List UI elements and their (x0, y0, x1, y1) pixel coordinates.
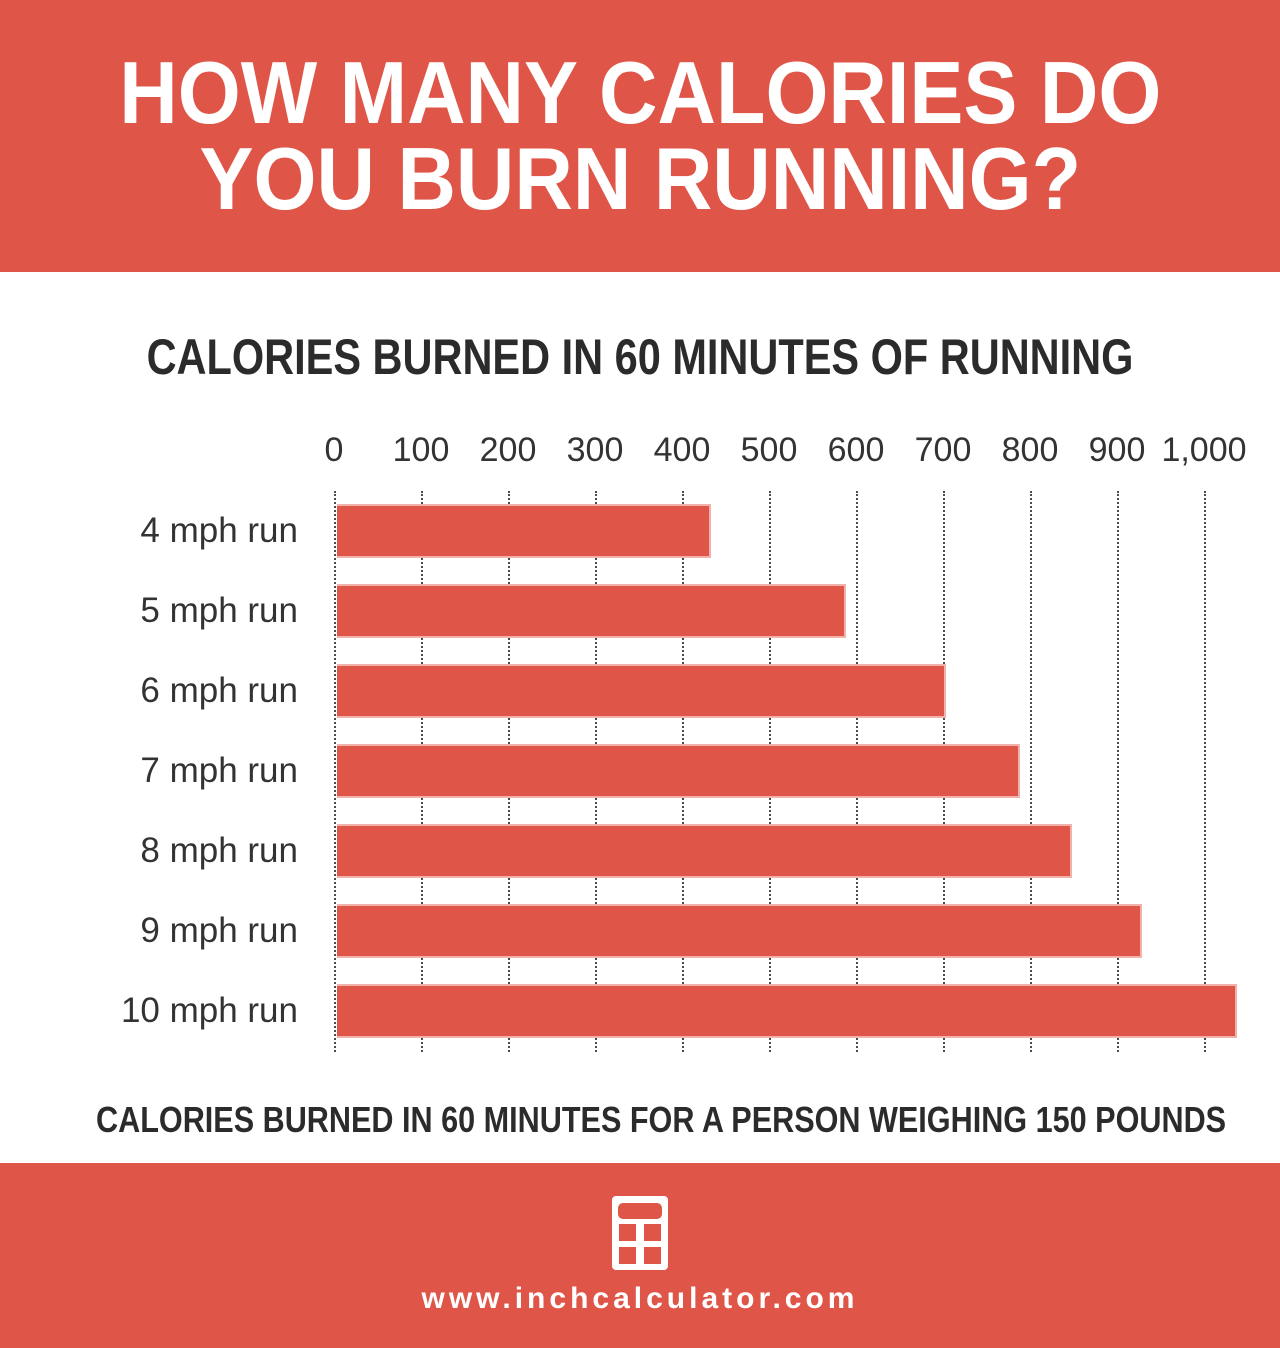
axis-tick-label: 400 (653, 431, 711, 469)
plot-area (334, 491, 1242, 1052)
axis-tick-label: 0 (324, 431, 344, 469)
bar-rows (334, 491, 1242, 1052)
axis-tick-label: 800 (1001, 431, 1059, 469)
gridline (334, 491, 336, 1052)
bar (337, 904, 1142, 958)
header-banner: HOW MANY CALORIES DO YOU BURN RUNNING? (0, 0, 1280, 272)
axis-tick-label: 500 (740, 431, 798, 469)
bar (337, 824, 1073, 878)
bar (337, 984, 1238, 1038)
bar (337, 504, 712, 558)
axis-tick-label: 600 (827, 431, 885, 469)
bar-row (334, 811, 1242, 891)
category-labels-column: 4 mph run 5 mph run 6 mph run 7 mph run 8 mp… (0, 491, 334, 1052)
axis-tick-label: 300 (566, 431, 624, 469)
bar (337, 584, 846, 638)
x-axis-tick-labels: 0 100 200 300 400 500 600 700 800 900 1,000 (325, 426, 1280, 470)
axis-tick-label: 700 (914, 431, 972, 469)
calculator-icon (612, 1196, 668, 1270)
category-label: 4 mph run (140, 511, 298, 550)
category-label: 5 mph run (140, 591, 298, 630)
axis-tick-label: 900 (1088, 431, 1146, 469)
page-title-line-1: HOW MANY CALORIES DO (118, 42, 1162, 142)
bar-row (334, 971, 1242, 1051)
gridline (1204, 491, 1206, 1052)
chart-caption: CALORIES BURNED IN 60 MINUTES FOR A PERS… (96, 1099, 1227, 1140)
chart-title: CALORIES BURNED IN 60 MINUTES OF RUNNING (146, 329, 1134, 385)
category-label: 7 mph run (140, 751, 298, 790)
category-label: 6 mph run (140, 671, 298, 710)
footer-banner: www.inchcalculator.com (0, 1163, 1280, 1348)
gridline (1117, 491, 1119, 1052)
bar-row (334, 491, 1242, 571)
bar (337, 744, 1020, 798)
page-title: HOW MANY CALORIES DO YOU BURN RUNNING? (118, 42, 1162, 228)
bar-row (334, 891, 1242, 971)
category-label: 9 mph run (140, 911, 298, 950)
axis-tick-label: 1,000 (1161, 431, 1247, 469)
bar-row (334, 731, 1242, 811)
category-label: 8 mph run (140, 831, 298, 870)
bar (337, 664, 946, 718)
axis-tick-label: 200 (479, 431, 537, 469)
bar-chart: 4 mph run 5 mph run 6 mph run 7 mph run 8 mp… (0, 491, 1280, 1052)
bar-row (334, 571, 1242, 651)
category-label: 10 mph run (120, 991, 298, 1030)
axis-tick-label: 100 (392, 431, 450, 469)
bar-row (334, 651, 1242, 731)
page-title-line-2: YOU BURN RUNNING? (199, 129, 1081, 228)
website-url: www.inchcalculator.com (421, 1282, 859, 1315)
gridline (1030, 491, 1032, 1052)
